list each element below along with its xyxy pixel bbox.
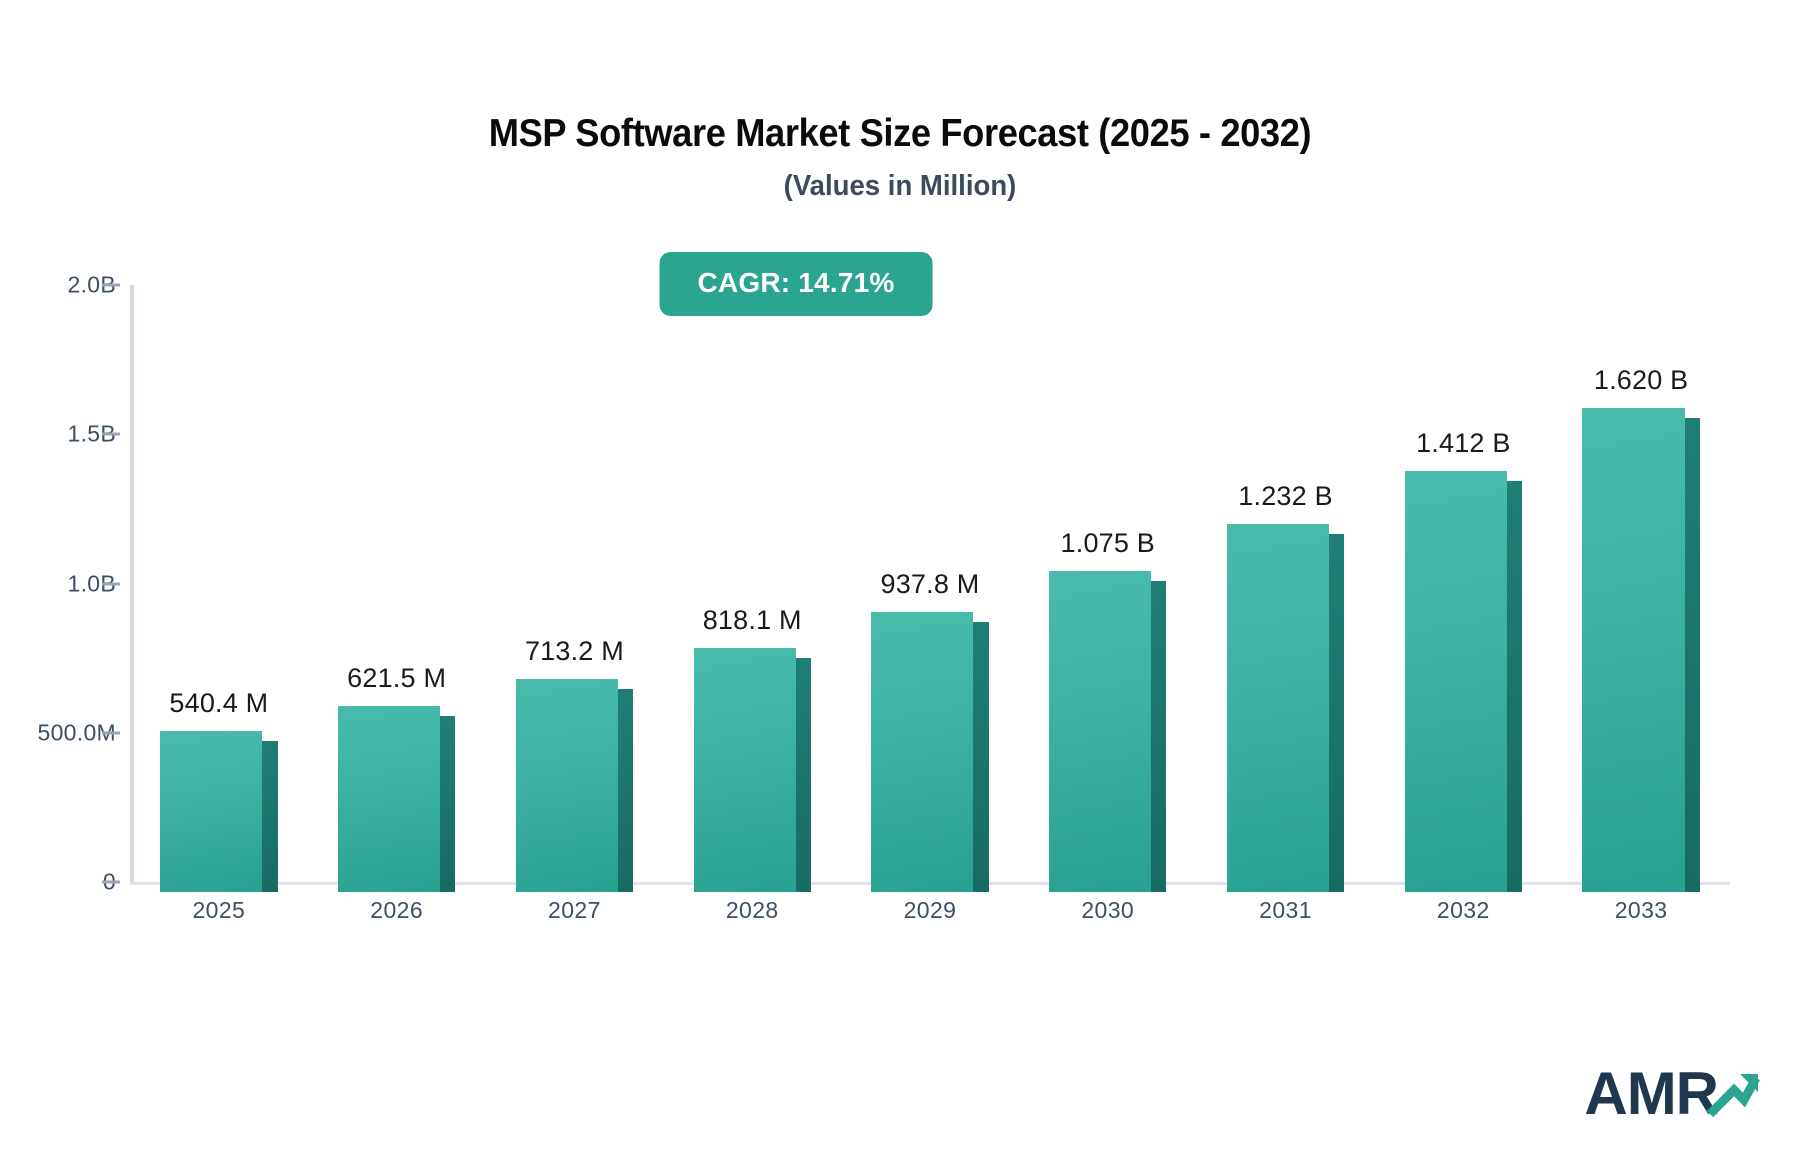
bar-value-label: 540.4 M — [169, 687, 269, 718]
bar-column[interactable]: 1.075 B — [1049, 528, 1167, 892]
x-axis-tick-label: 2033 — [1614, 897, 1668, 923]
x-axis-tick-label: 2027 — [548, 897, 601, 923]
page-title: MSP Software Market Size Forecast (2025 … — [488, 112, 1312, 155]
x-axis-tick-label: 2025 — [192, 897, 246, 923]
bar-column[interactable]: 818.1 M — [693, 605, 811, 892]
x-axis-tick-label: 2029 — [903, 897, 957, 923]
x-axis-tick-label: 2032 — [1436, 897, 1490, 923]
bar-value-label: 818.1 M — [702, 604, 802, 635]
bar-side-face — [795, 657, 811, 892]
logo-text: AMR — [1584, 1060, 1719, 1127]
bar-column[interactable]: 1.620 B — [1582, 365, 1700, 892]
y-axis-tick-mark — [102, 582, 120, 585]
x-axis-tick-label: 2028 — [725, 897, 779, 923]
bar-value-label: 621.5 M — [347, 663, 447, 694]
bar-value-label: 1.232 B — [1238, 481, 1333, 512]
growth-arrow-icon — [1704, 1070, 1760, 1127]
bar-column[interactable]: 1.232 B — [1226, 481, 1345, 892]
x-axis-tick-label: 2031 — [1259, 897, 1312, 923]
bar-value-label: 937.8 M — [880, 569, 980, 600]
bar-side-face — [1328, 534, 1345, 892]
bar-front-face — [871, 612, 974, 892]
bar-front-face — [160, 730, 263, 892]
bar-side-face — [617, 689, 634, 892]
cagr-badge: CAGR: 14.71% — [659, 252, 933, 316]
y-axis-tick-mark — [102, 880, 120, 884]
bar-column[interactable]: 1.412 B — [1404, 428, 1522, 892]
bar-column[interactable]: 937.8 M — [871, 569, 989, 892]
y-axis-tick-mark — [102, 731, 120, 735]
x-axis-tick-label: 2030 — [1081, 897, 1135, 923]
bar-column[interactable]: 621.5 M — [338, 663, 456, 892]
bar-value-label: 1.620 B — [1593, 365, 1689, 396]
bar-side-face — [440, 716, 456, 892]
bar-front-face — [693, 647, 796, 892]
bar-column[interactable]: 713.2 M — [515, 636, 634, 892]
amr-logo: AMR — [1584, 1059, 1760, 1128]
bar-side-face — [1151, 581, 1167, 892]
bar-front-face — [338, 706, 441, 892]
bar-front-face — [1404, 470, 1507, 892]
y-axis-tick-mark — [102, 283, 120, 287]
bar-column[interactable]: 540.4 M — [160, 688, 278, 892]
bar-value-label: 1.412 B — [1416, 427, 1511, 458]
bar-front-face — [1049, 571, 1152, 892]
bar-side-face — [1684, 418, 1700, 892]
y-axis-tick-mark — [102, 432, 120, 436]
bar-side-face — [262, 740, 278, 892]
bar-front-face — [515, 679, 618, 892]
chart-subtitle: (Values in Million) — [783, 170, 1017, 202]
bar-value-label: 713.2 M — [524, 636, 624, 667]
bar-front-face — [1582, 408, 1685, 892]
x-axis-tick-label: 2026 — [370, 897, 424, 923]
y-axis-line — [130, 285, 134, 882]
bar-value-label: 1.075 B — [1060, 528, 1156, 559]
bar-front-face — [1226, 524, 1329, 892]
bar-side-face — [973, 622, 989, 892]
bar-side-face — [1506, 480, 1522, 892]
